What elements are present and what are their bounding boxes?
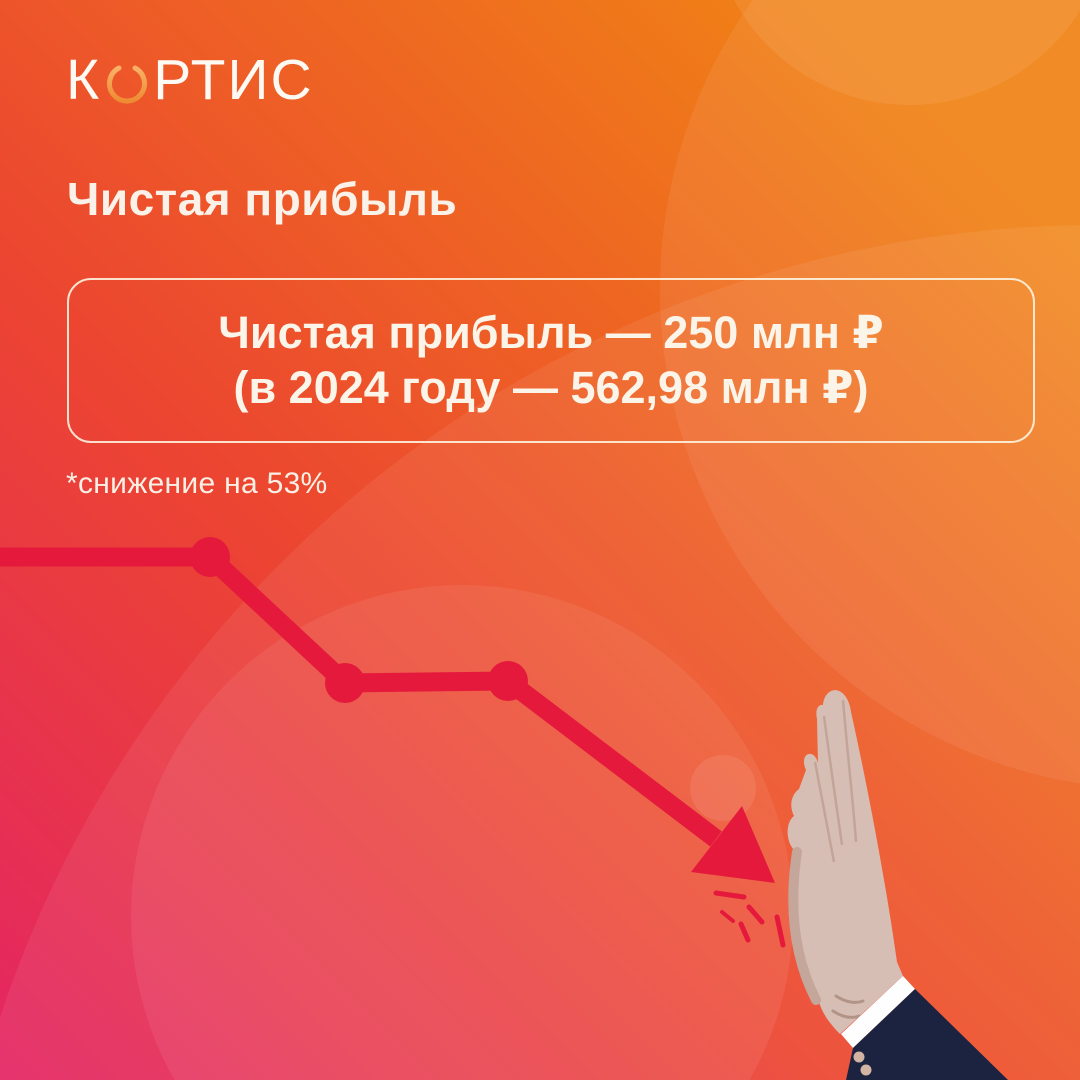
highlight-line2: (в 2024 году — 562,98 млн ₽) <box>233 361 869 413</box>
impact-spark <box>720 910 735 923</box>
impact-spark <box>746 904 765 925</box>
impact-spark <box>713 890 747 900</box>
impact-spark <box>738 921 751 943</box>
logo-text-suffix: РТИС <box>153 48 314 112</box>
hand-shade <box>788 847 821 1005</box>
impact-spark <box>774 914 786 948</box>
brand-logo: К РТИС <box>66 52 314 109</box>
trend-node <box>190 537 230 577</box>
suit-sleeve <box>846 989 1008 1080</box>
footnote: *снижение на 53% <box>66 467 328 500</box>
trend-node <box>325 663 365 703</box>
cuff-button <box>853 1051 865 1063</box>
decor-circle-small <box>690 755 756 821</box>
shirt-cuff <box>841 976 915 1048</box>
logo-text-prefix: К <box>66 48 102 112</box>
stop-hand-illustration <box>787 690 1008 1080</box>
hand-lines <box>813 699 858 863</box>
page-title: Чистая прибыль <box>67 173 458 225</box>
power-icon <box>107 58 148 103</box>
trend-arrowhead <box>691 806 775 883</box>
highlight-line1: Чистая прибыль — 250 млн ₽ <box>218 306 884 358</box>
wrist-wrinkles <box>831 994 865 1019</box>
trend-node <box>488 661 528 701</box>
impact-sparks <box>713 890 786 948</box>
cuff-button <box>860 1064 872 1076</box>
highlight-box: Чистая прибыль — 250 млн ₽ (в 2024 году … <box>67 278 1035 443</box>
